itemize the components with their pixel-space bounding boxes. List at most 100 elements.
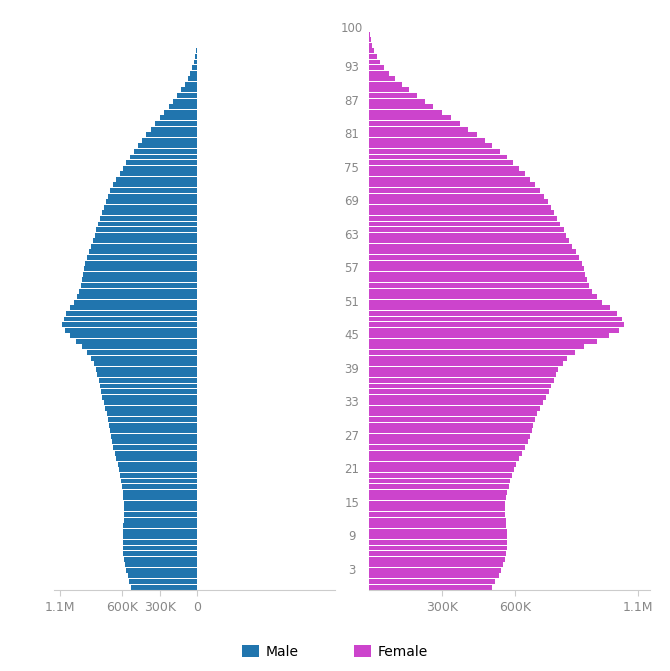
Bar [369,177,530,182]
Bar [146,132,198,137]
Bar [122,484,198,489]
Bar [124,501,198,506]
Bar [369,87,409,93]
Bar [192,65,198,70]
Bar [155,121,198,126]
Bar [369,317,622,321]
Bar [70,305,198,310]
Bar [96,227,198,232]
Legend: Male, Female: Male, Female [237,639,433,664]
Bar [369,289,592,293]
Text: 100: 100 [340,22,363,35]
Bar [104,205,198,210]
Bar [123,495,198,500]
Bar [369,551,506,556]
Bar [93,238,198,244]
Bar [369,361,563,366]
Bar [369,205,551,210]
Bar [369,266,584,271]
Bar [109,423,198,427]
Bar [369,529,507,533]
Bar [134,149,198,154]
Bar [124,507,198,511]
Bar [91,356,198,360]
Text: 33: 33 [344,397,359,409]
Bar [123,490,198,495]
Bar [369,546,507,550]
Bar [74,300,198,305]
Bar [369,272,586,276]
Bar [369,194,544,199]
Bar [369,344,584,350]
Bar [369,43,372,48]
Bar [62,322,198,327]
Bar [369,339,596,344]
Bar [369,411,537,417]
Bar [369,428,531,433]
Bar [181,87,198,93]
Text: 81: 81 [344,128,359,141]
Bar [369,48,374,53]
Bar [369,311,617,316]
Bar [369,501,505,506]
Bar [369,183,535,187]
Bar [369,423,533,427]
Bar [123,546,198,550]
Bar [131,584,198,590]
Bar [151,127,198,132]
Bar [124,517,198,523]
Bar [369,534,507,539]
Bar [169,104,198,109]
Bar [369,32,370,36]
Bar [197,43,198,48]
Bar [369,115,451,120]
Bar [369,517,506,523]
Bar [81,283,198,288]
Bar [369,495,506,500]
Bar [369,277,587,282]
Bar [70,333,198,338]
Bar [369,216,557,221]
Bar [77,294,198,299]
Bar [369,132,477,137]
Bar [113,183,198,187]
Bar [369,154,507,160]
Bar [130,154,198,160]
Bar [118,462,198,467]
Bar [369,260,582,266]
Text: 69: 69 [344,195,359,208]
Bar [117,456,198,461]
Text: 93: 93 [344,61,359,74]
Bar [82,344,198,350]
Bar [369,507,505,511]
Bar [66,311,198,316]
Bar [369,568,501,573]
Bar [82,277,198,282]
Bar [369,144,492,148]
Bar [369,244,572,249]
Bar [64,317,198,321]
Bar [369,557,505,562]
Bar [127,160,198,165]
Bar [106,199,198,204]
Bar [369,451,523,456]
Bar [173,99,198,103]
Bar [83,272,198,276]
Bar [369,584,492,590]
Bar [369,384,551,389]
Bar [129,579,198,584]
Bar [369,283,589,288]
Bar [369,255,580,260]
Bar [79,289,198,293]
Bar [123,540,198,545]
Bar [100,216,198,221]
Bar [107,411,198,417]
Bar [369,188,540,193]
Bar [369,227,563,232]
Bar [369,490,507,495]
Bar [100,384,198,389]
Bar [125,562,198,567]
Bar [194,60,198,64]
Bar [369,221,560,227]
Bar [138,144,198,148]
